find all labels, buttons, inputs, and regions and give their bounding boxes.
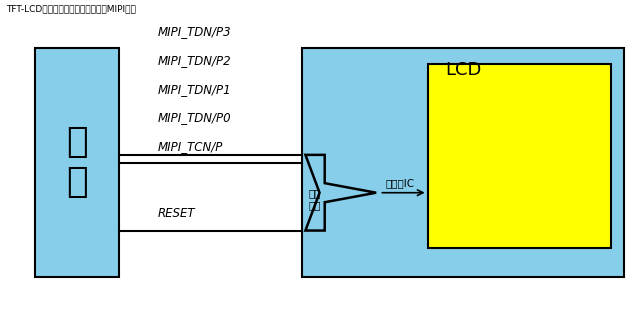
Text: MIPI_TDN/P0: MIPI_TDN/P0	[158, 111, 231, 124]
Text: MIPI_TDN/P3: MIPI_TDN/P3	[158, 25, 231, 38]
Text: 初始化IC: 初始化IC	[386, 178, 415, 188]
Text: TFT-LCD彩色液晶显示屏接口类型之MIPI接口: TFT-LCD彩色液晶显示屏接口类型之MIPI接口	[6, 5, 136, 14]
Bar	[302, 48, 624, 277]
Bar	[428, 64, 611, 248]
Text: 识别
指令: 识别 指令	[309, 188, 321, 210]
Bar	[35, 48, 119, 277]
Text: MIPI_TDN/P2: MIPI_TDN/P2	[158, 54, 231, 67]
Text: LCD: LCD	[445, 61, 481, 79]
Text: RESET: RESET	[158, 207, 195, 219]
Text: MIPI_TDN/P1: MIPI_TDN/P1	[158, 83, 231, 95]
Text: 主
板: 主 板	[66, 126, 88, 199]
Text: MIPI_TCN/P: MIPI_TCN/P	[158, 140, 223, 153]
